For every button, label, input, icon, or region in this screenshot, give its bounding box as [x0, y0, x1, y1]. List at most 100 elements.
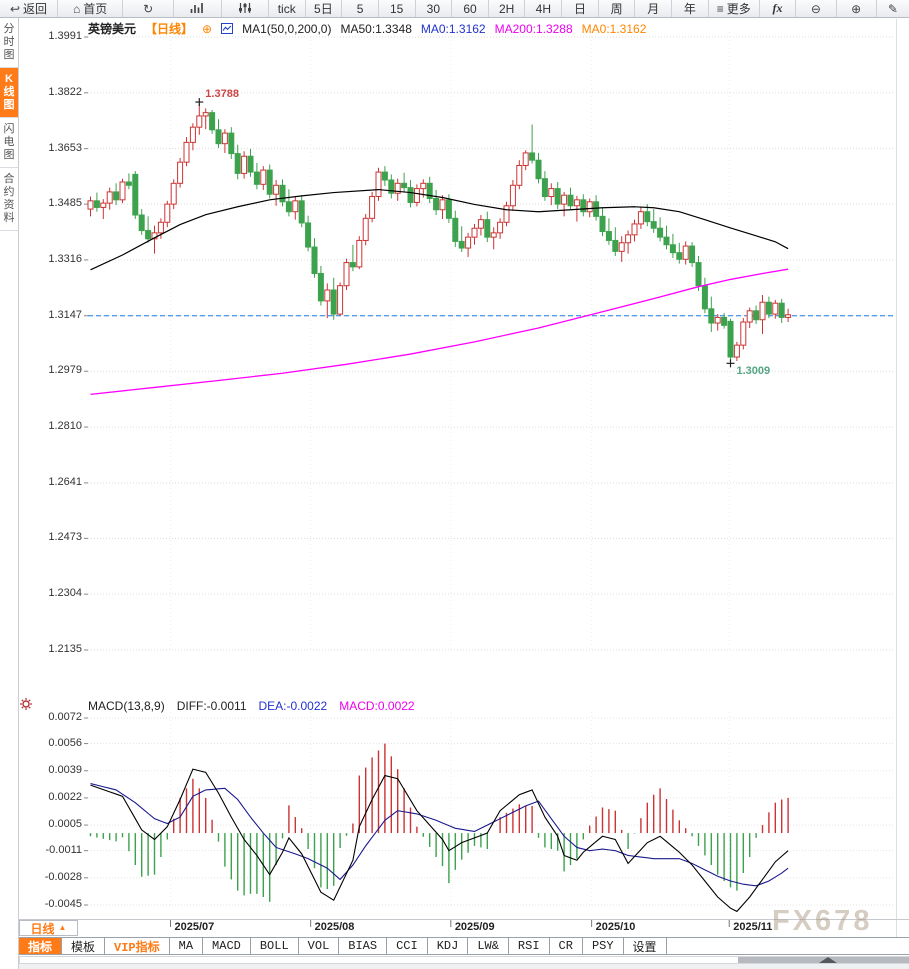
macd-settings-gear-icon[interactable]: [20, 698, 32, 710]
price-axis-label: 1.3822: [48, 85, 82, 98]
back-button[interactable]: ↩ 返回: [0, 0, 59, 17]
refresh-button[interactable]: ↻: [123, 0, 175, 17]
indicator-tab-RSI[interactable]: RSI: [509, 938, 550, 954]
back-label: 返回: [23, 2, 48, 16]
home-label: 首页: [83, 2, 108, 16]
price-axis-label: 1.2473: [48, 531, 82, 544]
macd-axis-label: 0.0005: [48, 818, 82, 831]
low-price-annotation: 1.3009: [736, 365, 771, 378]
ma-value-2: MA200:1.3288: [494, 21, 573, 36]
ma-value-3: MA0:1.3162: [581, 21, 647, 36]
price-axis-label: 1.3485: [48, 197, 82, 210]
sidebar-tab-闪电图[interactable]: 闪电图: [0, 118, 18, 168]
macd-header: MACD(13,8,9) DIFF:-0.0011 DEA:-0.0022 MA…: [88, 699, 415, 713]
price-axis-label: 1.3147: [48, 308, 82, 321]
pencil-icon: ✎: [887, 1, 898, 16]
line-chart-icon[interactable]: [221, 23, 234, 34]
macd-axis-label: -0.0011: [45, 843, 83, 856]
chart-style-button[interactable]: [174, 0, 222, 17]
sidebar-tab-K线图[interactable]: K线图: [0, 68, 18, 118]
draw-button[interactable]: ✎: [877, 0, 909, 17]
month-label: 2025/09: [454, 921, 495, 933]
plot-right-edge: [896, 19, 897, 955]
indicator-tab-BIAS[interactable]: BIAS: [339, 938, 388, 954]
price-axis-label: 1.2641: [48, 475, 82, 488]
indicator-tab-BOLL[interactable]: BOLL: [251, 938, 299, 954]
indicator-tab-VOL[interactable]: VOL: [299, 938, 340, 954]
timeframe-button-tick[interactable]: tick: [269, 0, 306, 17]
price-axis-label: 1.2979: [48, 364, 82, 377]
zoom-out-icon: ⊖: [810, 1, 821, 16]
dropdown-arrow-icon: ▲: [58, 923, 67, 932]
indicator-tab-CCI[interactable]: CCI: [387, 938, 428, 954]
timeframe-button-4H[interactable]: 4H: [525, 0, 563, 17]
period-dropdown-label: 日线: [30, 921, 55, 936]
more-button[interactable]: ≡ 更多: [709, 0, 760, 17]
ma-value-1: MA0:1.3162: [420, 21, 486, 36]
month-label: 2025/10: [595, 921, 636, 933]
zoom-in-button[interactable]: ⊕: [837, 0, 877, 17]
timeframe-button-年[interactable]: 年: [672, 0, 709, 17]
indicator-tab-LW&[interactable]: LW&: [468, 938, 509, 954]
ma-value-0: MA50:1.3348: [340, 21, 412, 36]
macd-axis-label: 0.0039: [48, 763, 82, 776]
add-compare-icon[interactable]: ⊕: [202, 21, 213, 36]
sidebar-tab-合约资料[interactable]: 合约资料: [0, 168, 18, 231]
chart-header: 英镑美元 【日线】 ⊕ MA1(50,0,200,0) MA50:1.3348 M…: [88, 20, 646, 37]
macd-axis-label: 0.0022: [48, 790, 82, 803]
indicator-tab-KDJ[interactable]: KDJ: [428, 938, 469, 954]
period-dropdown-button[interactable]: 日线 ▲: [19, 920, 78, 936]
month-label: 2025/11: [733, 921, 773, 933]
macd-title: MACD(13,8,9): [88, 699, 165, 713]
indicator-tab-设置[interactable]: 设置: [624, 938, 667, 955]
sidebar-tab-分时图[interactable]: 分时图: [0, 18, 18, 68]
timeframe-button-30[interactable]: 30: [416, 0, 453, 17]
indicator-tab-模板[interactable]: 模板: [62, 938, 106, 955]
indicator-tab-VIP指标[interactable]: VIP指标: [105, 938, 170, 955]
month-label: 2025/08: [314, 921, 355, 933]
back-icon: ↩: [9, 1, 21, 16]
indicator-tab-指标[interactable]: 指标: [19, 938, 63, 955]
home-icon: ⌂: [73, 1, 81, 16]
macd-diff-value: DIFF:-0.0011: [176, 699, 247, 713]
timeframe-button-5日[interactable]: 5日: [306, 0, 343, 17]
macd-axis-label: -0.0028: [44, 870, 82, 883]
price-axis-label: 1.2810: [48, 420, 82, 433]
month-label: 2025/07: [174, 921, 215, 933]
indicator-tab-MA[interactable]: MA: [170, 938, 204, 954]
top-toolbar: ↩ 返回 ⌂ 首页 ↻ tick 5日 5 15 30 60 2H 4H 日周月年 ≡ 更多 f…: [0, 0, 909, 18]
watermark: FX678: [772, 905, 873, 937]
timeframe-button-5[interactable]: 5: [342, 0, 379, 17]
timeframe-button-60[interactable]: 60: [452, 0, 489, 17]
timeframe-button-月[interactable]: 月: [635, 0, 673, 17]
indicator-tab-PSY[interactable]: PSY: [583, 938, 624, 954]
period-label: 【日线】: [145, 22, 194, 36]
indicator-tab-MACD[interactable]: MACD: [203, 938, 251, 954]
timeframe-button-2H[interactable]: 2H: [489, 0, 526, 17]
fx-icon: fx: [772, 1, 783, 15]
sliders-icon: [238, 2, 252, 16]
refresh-icon: ↻: [143, 1, 154, 16]
indicator-tab-bar: 指标 模板 VIP指标 MA MACD BOLL VOL BIAS CCI KDJ LW& RSI CR…: [19, 937, 909, 955]
timeframe-button-周[interactable]: 周: [599, 0, 636, 17]
macd-macd-value: MACD:0.0022: [339, 699, 415, 713]
price-axis-label: 1.3653: [48, 141, 82, 154]
timeframe-button-日[interactable]: 日: [562, 0, 599, 17]
left-sidebar: 分时图 K线图 闪电图 合约资料: [0, 18, 19, 969]
bar-chart-icon: [190, 2, 204, 16]
home-button[interactable]: ⌂ 首页: [58, 0, 124, 17]
fx-button[interactable]: fx: [760, 0, 797, 17]
h-scrollbar[interactable]: [19, 956, 909, 964]
axis-strip-border: [19, 919, 909, 920]
indicator-adjust-button[interactable]: [222, 0, 269, 17]
timeframe-button-15[interactable]: 15: [379, 0, 416, 17]
bottom-margin: [0, 964, 909, 969]
macd-axis-label: 0.0072: [48, 711, 82, 723]
price-axis-label: 1.3991: [48, 30, 82, 42]
symbol-title: 英镑美元: [88, 22, 137, 36]
scrollbar-arrow-icon[interactable]: [819, 957, 837, 963]
zoom-out-button[interactable]: ⊖: [796, 0, 837, 17]
price-axis-label: 1.2304: [48, 587, 82, 600]
indicator-tab-CR[interactable]: CR: [550, 938, 583, 954]
